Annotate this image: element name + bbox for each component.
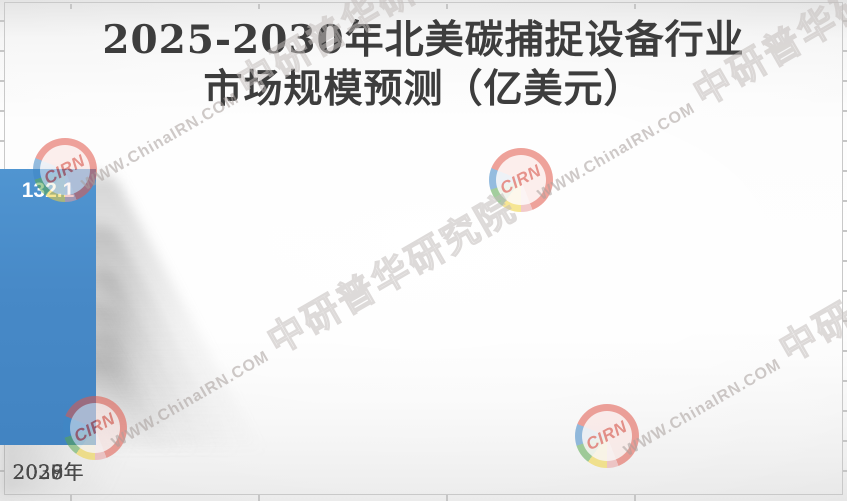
x-axis-label-2025: 2025年 bbox=[12, 460, 84, 484]
axis-ticks-top bbox=[4, 3, 843, 9]
x-axis-label-2030: 2030年 bbox=[12, 460, 84, 484]
axis-ticks-right bbox=[842, 2, 847, 495]
bar-group-2030: 132.1 2030年 bbox=[0, 169, 260, 484]
bar-2030: 132.1 bbox=[0, 169, 96, 445]
axis-ticks-bottom bbox=[4, 495, 843, 501]
x-axis-label-2027: 2027年 bbox=[12, 460, 84, 484]
x-axis-label-2028: 2028年 bbox=[12, 460, 84, 484]
x-axis-label-2026: 2026年 bbox=[12, 460, 84, 484]
bar-value-label: 132.1 bbox=[21, 179, 75, 202]
x-axis-label-2029: 2029年 bbox=[12, 460, 84, 484]
chart-title-line1: 2025-2030年北美碳捕捉设备行业 bbox=[102, 17, 745, 63]
chart-title: 2025-2030年北美碳捕捉设备行业 市场规模预测（亿美元） bbox=[0, 16, 847, 114]
chart-title-line2: 市场规模预测（亿美元） bbox=[203, 66, 644, 112]
